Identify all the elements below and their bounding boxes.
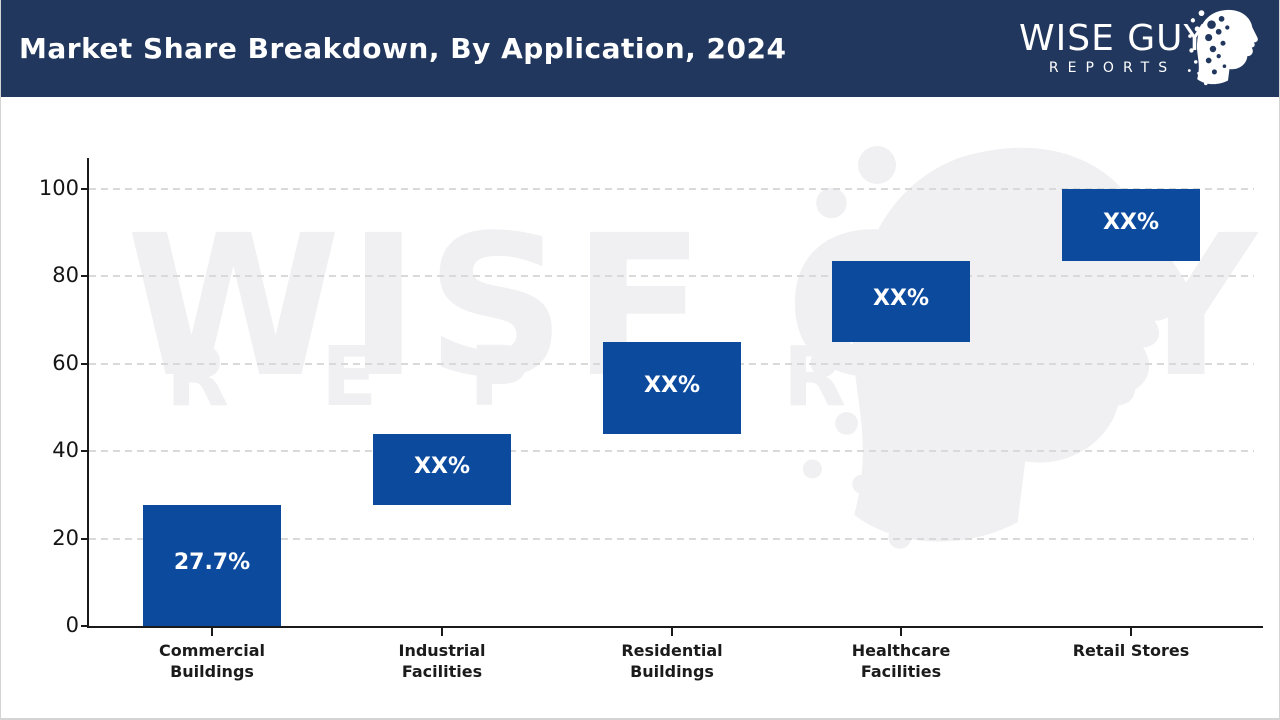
y-axis-tick-mark [81,362,89,365]
x-category-label: Healthcare Facilities [851,641,951,681]
x-category-label: Residential Buildings [621,641,723,681]
bar-industrial-facilities: XX% [373,433,511,505]
gridline [89,450,1254,452]
bar-value-label: XX% [644,372,700,398]
header-bar: Market Share Breakdown, By Application, … [1,0,1279,97]
y-axis-tick-mark [81,625,89,627]
watermark-head-profile-icon [802,146,1176,549]
y-axis-tick-mark [81,537,89,540]
y-axis-tick-mark [81,450,89,452]
x-axis-tick-mark [900,628,902,636]
x-axis-tick-mark [211,628,213,636]
y-axis-tick-label: 20 [52,525,79,550]
y-axis-line [87,158,89,628]
y-axis-tick-label: 80 [52,263,79,287]
y-axis-tick-label: 40 [52,438,79,462]
y-axis-tick-label: 100 [38,175,79,200]
gridline [89,275,1254,277]
brand-wordmark: WISE GUY REPORTS [1019,18,1207,77]
bar-commercial-buildings: 27.7% [143,504,281,626]
brand-name-text: WISE GUY [1019,18,1207,59]
y-axis-tick-label: 60 [52,350,79,375]
y-axis-tick-label: 0 [65,613,79,637]
x-axis-tick-mark [441,628,443,636]
bar-value-label: XX% [873,286,929,312]
bar-healthcare-facilities: XX% [832,260,970,342]
y-axis-tick-mark [81,275,89,277]
x-category-label: Retail Stores [1072,641,1190,660]
x-axis-tick-mark [671,628,673,636]
bar-retail-stores: XX% [1062,188,1200,261]
bar-value-label: 27.7% [173,550,251,576]
gridline [89,537,1254,540]
brand-reports-text: REPORTS [1048,60,1177,76]
bar-value-label: XX% [1103,209,1159,235]
x-axis-tick-mark [1130,628,1132,636]
x-axis-line [87,626,1263,628]
bar-residential-buildings: XX% [603,341,741,434]
gridline [89,187,1254,190]
bar-value-label: XX% [414,454,470,480]
head-profile-dots-icon [1187,9,1258,86]
y-axis-tick-mark [81,187,89,190]
page-title: Market Share Breakdown, By Application, … [19,32,787,65]
plot-area: 0 20 40 60 80 100 27.7% Commercial Buildings XX% I… [1,97,1279,718]
x-category-label: Industrial Facilities [398,641,486,681]
brand-logo: WISE GUY REPORTS [1019,6,1269,92]
x-category-label: Commercial Buildings [158,641,266,681]
